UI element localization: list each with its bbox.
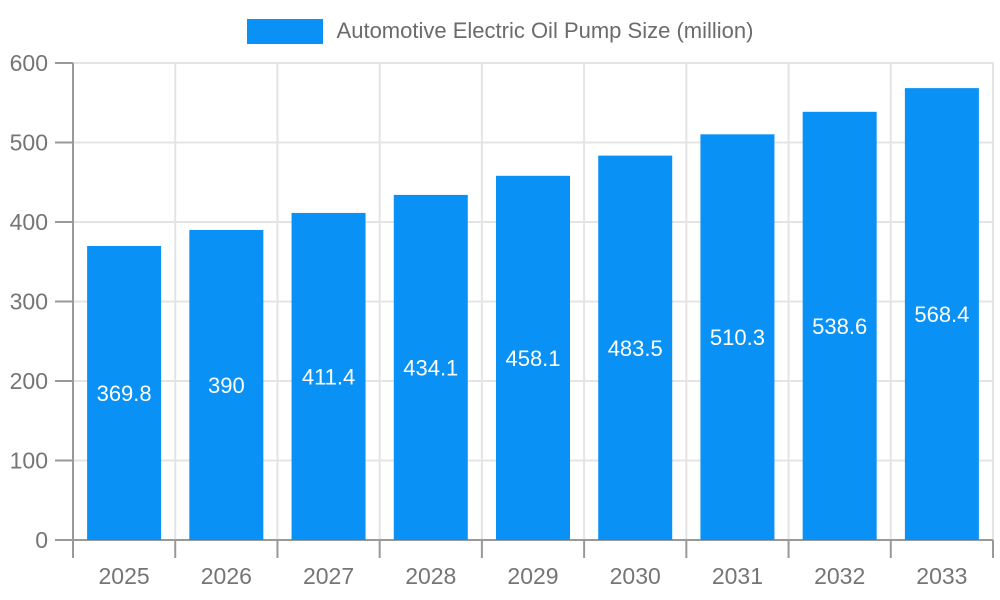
bar [700, 134, 775, 540]
y-tick-label: 200 [10, 368, 48, 394]
bar [291, 212, 366, 540]
bar [189, 229, 264, 540]
y-tick-label: 500 [10, 130, 48, 156]
y-tick-label: 600 [10, 50, 48, 76]
bar-value-label: 411.4 [302, 364, 355, 389]
y-tick-label: 400 [10, 209, 48, 235]
x-tick-label: 2033 [916, 563, 967, 589]
x-tick-label: 2025 [99, 563, 150, 589]
legend-swatch [246, 18, 323, 44]
bar [598, 155, 673, 540]
x-tick-label: 2030 [610, 563, 661, 589]
legend-label: Automotive Electric Oil Pump Size (milli… [336, 18, 754, 43]
bar-value-label: 434.1 [403, 355, 458, 380]
bar-value-label: 538.6 [812, 314, 867, 339]
x-tick-label: 2029 [507, 563, 558, 589]
y-tick-label: 300 [10, 289, 48, 315]
bar [802, 111, 877, 541]
x-tick-label: 2031 [712, 563, 763, 589]
y-tick-label: 0 [35, 527, 48, 553]
y-tick-label: 100 [10, 448, 48, 474]
bar-value-label: 510.3 [710, 325, 765, 350]
x-tick-label: 2027 [303, 563, 354, 589]
bar-value-label: 369.8 [97, 381, 152, 406]
x-tick-label: 2028 [405, 563, 456, 589]
bar-value-label: 568.4 [914, 302, 969, 327]
legend: Automotive Electric Oil Pump Size (milli… [0, 18, 1000, 44]
x-tick-label: 2032 [814, 563, 865, 589]
bar [496, 175, 570, 541]
bar-value-label: 390 [208, 373, 245, 398]
x-tick-label: 2026 [201, 563, 252, 589]
bar [904, 88, 979, 540]
bar [87, 246, 162, 540]
bar-value-label: 483.5 [608, 336, 663, 361]
legend-item[interactable]: Automotive Electric Oil Pump Size (milli… [246, 18, 754, 44]
bar [393, 194, 468, 540]
bar-value-label: 458.1 [505, 346, 560, 371]
